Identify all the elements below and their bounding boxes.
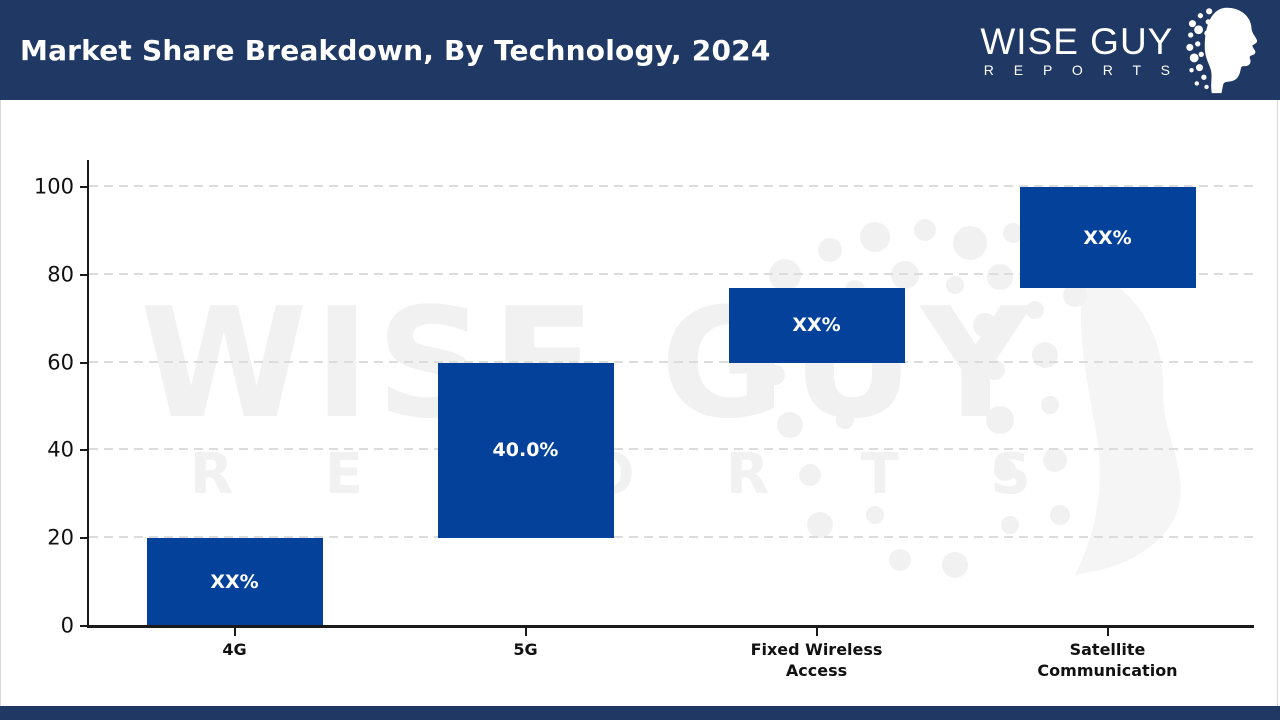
bar-fixed-wireless-access: XX% — [728, 287, 905, 363]
footer-bar — [0, 706, 1280, 720]
y-tick-mark-20 — [80, 537, 88, 540]
bar-4g: XX% — [146, 538, 323, 626]
x-tick-mark-fixed-wireless-access — [815, 628, 818, 636]
brand-logo: WISE GUY R E P O R T S — [976, 0, 1268, 100]
x-tick-mark-4g — [233, 628, 236, 636]
y-tick-label-40: 40 — [47, 437, 74, 462]
brand-subname: R E P O R T S — [983, 62, 1178, 78]
gridline-100 — [89, 185, 1253, 187]
x-axis-ticks — [89, 628, 1253, 636]
brand-wordmark: WISE GUY R E P O R T S — [976, 23, 1178, 77]
y-tick-mark-40 — [80, 449, 88, 452]
x-axis-label-fixed-wireless-access: Fixed Wireless Access — [750, 640, 883, 680]
gridline-40 — [89, 448, 1253, 451]
y-tick-mark-0 — [80, 625, 88, 627]
y-tick-label-100: 100 — [33, 174, 74, 199]
y-tick-mark-100 — [80, 186, 88, 188]
x-tick-mark-satellite-communication — [1106, 628, 1109, 636]
head-profile-icon — [1186, 7, 1258, 94]
y-axis-labels: 0 20 40 60 80 100 — [0, 176, 74, 636]
x-axis-label-satellite-communication: Satellite Communication — [1037, 640, 1178, 680]
y-tick-label-60: 60 — [47, 350, 74, 375]
gridline-80 — [89, 272, 1253, 275]
plot-area: XX% 40.0% XX% XX% — [89, 185, 1253, 626]
brand-name: WISE GUY — [980, 21, 1174, 62]
y-axis-ticks — [80, 186, 88, 627]
bar-5g: 40.0% — [437, 362, 614, 539]
bar-value-label-fixed-wireless-access: XX% — [792, 314, 841, 337]
x-tick-mark-5g — [524, 628, 527, 636]
y-tick-label-80: 80 — [47, 262, 74, 287]
gridline-20 — [89, 536, 1253, 539]
page-title: Market Share Breakdown, By Technology, 2… — [20, 33, 771, 67]
y-tick-label-0: 0 — [60, 613, 74, 638]
bar-value-label-4g: XX% — [210, 571, 259, 594]
y-tick-mark-60 — [80, 361, 88, 364]
gridline-60 — [89, 360, 1253, 363]
y-tick-label-20: 20 — [47, 525, 74, 550]
chart-header: Market Share Breakdown, By Technology, 2… — [0, 0, 1280, 100]
bar-value-label-satellite-communication: XX% — [1083, 226, 1132, 249]
x-axis-label-5g: 5G — [513, 640, 538, 659]
bar-satellite-communication: XX% — [1019, 187, 1196, 288]
y-tick-mark-80 — [80, 273, 88, 276]
bar-value-label-5g: 40.0% — [492, 439, 559, 462]
y-axis-line — [87, 160, 89, 627]
x-axis-label-4g: 4G — [222, 640, 247, 659]
x-axis-line — [87, 625, 1254, 628]
